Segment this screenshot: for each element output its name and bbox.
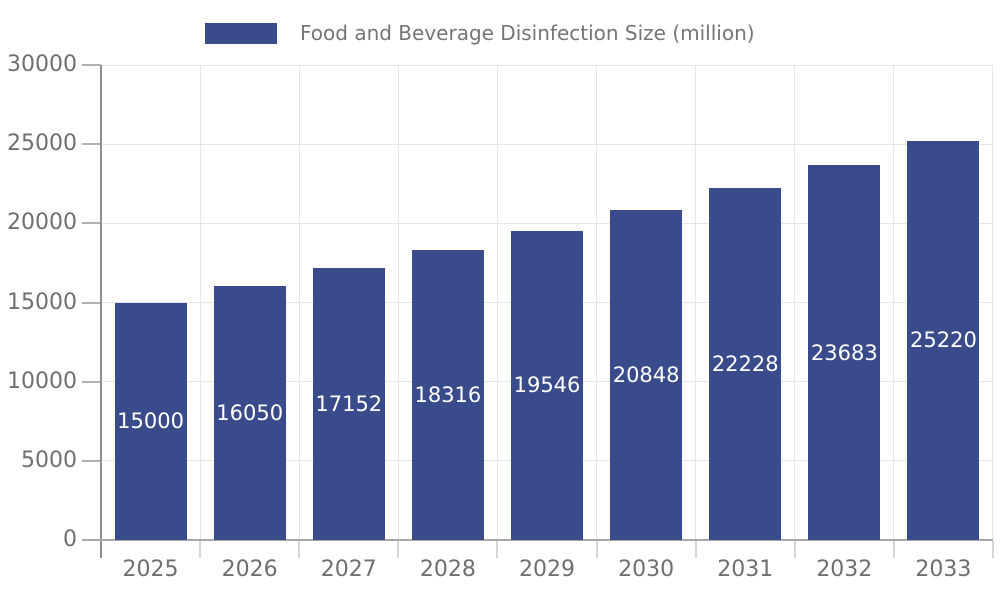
x-tick-label: 2025 xyxy=(122,557,179,582)
y-axis-tick xyxy=(82,64,101,66)
x-tick-label: 2026 xyxy=(221,557,278,582)
x-tick-label: 2029 xyxy=(518,557,575,582)
x-tick-label: 2032 xyxy=(816,557,873,582)
x-axis-tick xyxy=(298,541,301,558)
gridline-vertical xyxy=(298,65,300,540)
x-tick-label: 2033 xyxy=(915,557,972,582)
x-axis-tick xyxy=(496,541,499,558)
y-tick-label: 20000 xyxy=(7,210,77,236)
bar xyxy=(511,230,583,540)
bar xyxy=(411,249,484,540)
y-tick-label: 10000 xyxy=(7,368,77,394)
gridline-vertical xyxy=(397,65,399,540)
x-axis-tick xyxy=(397,541,400,558)
gridline-vertical xyxy=(794,65,796,540)
bar-value-label: 19546 xyxy=(513,373,581,398)
y-tick-label: 25000 xyxy=(7,131,77,157)
bar xyxy=(213,285,286,540)
y-tick-label: 30000 xyxy=(7,52,77,77)
x-axis-tick xyxy=(199,541,202,558)
bar xyxy=(610,209,683,540)
y-axis-line xyxy=(100,65,102,558)
x-axis-tick xyxy=(992,541,994,558)
bar xyxy=(808,165,881,540)
y-tick-label: 15000 xyxy=(7,289,77,315)
bar-value-label: 22228 xyxy=(711,352,779,377)
gridline-vertical xyxy=(596,65,598,540)
y-axis-tick xyxy=(82,459,101,462)
bar-value-label: 20848 xyxy=(612,362,680,387)
bar-value-label: 25220 xyxy=(910,328,977,353)
bar-value-label: 16050 xyxy=(216,400,284,425)
y-tick-label: 5000 xyxy=(21,447,77,473)
gridline-vertical xyxy=(893,65,895,540)
x-axis-line xyxy=(82,539,993,541)
x-tick-label: 2027 xyxy=(320,557,377,582)
gridline-horizontal xyxy=(101,222,993,224)
bar xyxy=(709,188,782,540)
y-axis-tick xyxy=(82,222,101,225)
bar xyxy=(907,140,980,540)
gridline-vertical xyxy=(199,65,201,540)
gridline-horizontal xyxy=(101,143,993,145)
y-tick-label: 0 xyxy=(63,527,77,552)
legend[interactable]: Food and Beverage Disinfection Size (mil… xyxy=(205,21,755,45)
gridline-horizontal xyxy=(101,64,993,66)
gridline-vertical xyxy=(695,65,697,540)
y-axis-tick xyxy=(82,380,101,383)
x-axis-tick xyxy=(694,541,697,558)
y-axis-tick xyxy=(82,301,101,304)
gridline-vertical xyxy=(496,65,498,540)
x-axis-tick xyxy=(595,541,598,558)
bar-value-label: 23683 xyxy=(810,340,878,365)
bar-value-label: 17152 xyxy=(315,392,383,417)
bar-value-label: 15000 xyxy=(117,409,184,434)
legend-swatch xyxy=(205,22,277,44)
plot-border-right xyxy=(992,65,993,540)
bar xyxy=(312,268,385,540)
y-axis-tick xyxy=(82,143,101,146)
legend-label: Food and Beverage Disinfection Size (mil… xyxy=(300,21,755,45)
x-tick-label: 2031 xyxy=(717,557,774,582)
bar xyxy=(114,302,187,540)
bar-value-label: 18316 xyxy=(414,382,482,407)
x-axis-tick xyxy=(793,541,796,558)
x-tick-label: 2030 xyxy=(618,557,675,582)
x-axis-tick xyxy=(892,541,895,558)
x-tick-label: 2028 xyxy=(419,557,476,582)
